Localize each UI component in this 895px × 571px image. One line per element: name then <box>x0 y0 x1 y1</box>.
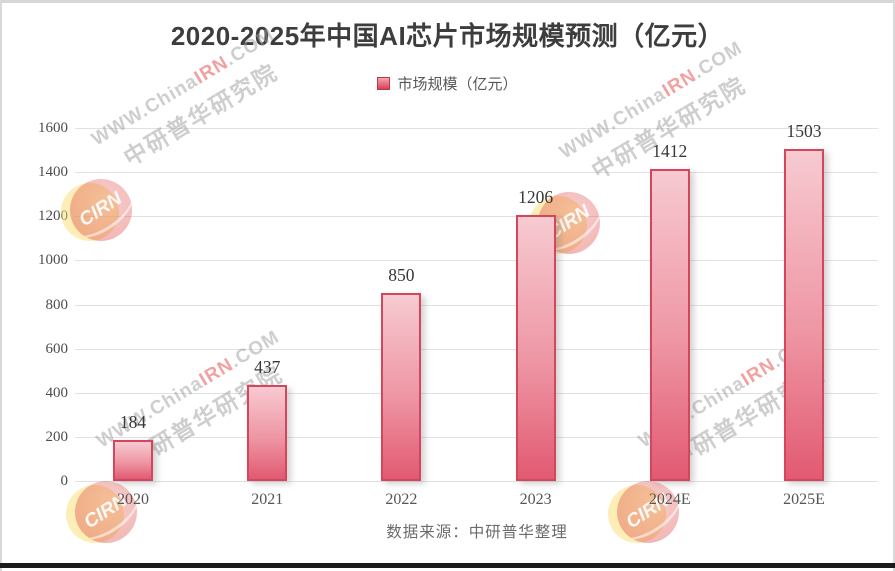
frame-border-top <box>0 0 895 3</box>
watermark-1: CIRN WWW.ChinaIRN.COM 中研普华研究院 <box>61 25 330 249</box>
watermark-caption: WWW.ChinaIRN.COM 中研普华研究院 <box>93 327 302 484</box>
watermark-caption: WWW.ChinaIRN.COM 中研普华研究院 <box>556 38 765 195</box>
y-axis-tick-800: 800 <box>45 296 69 313</box>
watermark-url-part: IRN <box>195 354 238 391</box>
gridline-400 <box>75 392 878 394</box>
y-axis-tick-400: 400 <box>45 384 69 401</box>
watermark-url-part: .COM <box>226 326 284 373</box>
x-axis-label-2024E: 2024E <box>648 491 691 508</box>
gridline-1200 <box>75 216 878 218</box>
watermark-3: CIRN WWW.ChinaIRN.COM 中研普华研究院 <box>529 38 798 262</box>
watermark-url-part: WWW.China <box>93 372 207 453</box>
bar-2021 <box>247 384 288 481</box>
watermark-cn-text: 中研普华研究院 <box>124 360 288 474</box>
chart-title: 2020-2025年中国AI芯片市场规模预测（亿元） <box>170 21 725 51</box>
x-axis-label-2023: 2023 <box>519 491 552 508</box>
y-axis-tick-1600: 1600 <box>38 120 68 136</box>
watermark-url-part: IRN <box>737 354 780 391</box>
watermark-cn-text: 中研普华研究院 <box>666 360 830 474</box>
logo-disc-icon: CIRN <box>70 179 132 241</box>
bottom-accent-bar <box>0 563 895 568</box>
logo-crescent-icon <box>61 183 119 241</box>
y-axis-tick-200: 200 <box>45 428 69 445</box>
y-axis-tick-0: 0 <box>60 473 69 489</box>
x-axis-label-2025E: 2025E <box>783 491 825 508</box>
watermark-url-text: WWW.ChinaIRN.COM <box>635 327 826 454</box>
x-axis-label-2021: 2021 <box>251 491 284 508</box>
bar-2020 <box>113 440 153 481</box>
cirn-logo-icon: CIRN <box>529 192 600 254</box>
bar-2025E <box>784 149 824 481</box>
watermark-url-part: WWW.China <box>556 83 670 164</box>
y-axis-tick-600: 600 <box>45 340 69 357</box>
logo-cirn-text: CIRN <box>543 201 594 245</box>
gridline-0 <box>75 481 878 482</box>
legend-swatch-icon <box>377 77 391 90</box>
legend-label: 市场规模（亿元） <box>397 77 518 93</box>
cirn-logo-icon: CIRN <box>61 179 132 241</box>
logo-cirn-text: CIRN <box>75 188 126 232</box>
value-label-2021: 437 <box>254 356 281 377</box>
logo-crescent-icon <box>529 196 587 254</box>
x-axis-label-2022: 2022 <box>385 491 418 508</box>
bar-2022 <box>381 293 422 481</box>
logo-disc-icon: CIRN <box>538 192 600 254</box>
bar-2023 <box>515 214 556 481</box>
watermark-caption: WWW.ChinaIRN.COM 中研普华研究院 <box>635 327 844 484</box>
y-axis-tick-1200: 1200 <box>38 208 68 225</box>
y-axis-tick-1400: 1400 <box>38 164 68 181</box>
watermark-url-text: WWW.ChinaIRN.COM <box>556 38 747 165</box>
legend: 市场规模（亿元） <box>0 73 895 94</box>
value-label-2025E: 1503 <box>786 121 822 142</box>
gridline-800 <box>75 304 878 306</box>
watermark-url-text: WWW.ChinaIRN.COM <box>93 327 284 454</box>
x-axis-label-2020: 2020 <box>117 491 149 508</box>
gridline-1600 <box>75 128 878 129</box>
watermark-cn-text: 中研普华研究院 <box>119 58 283 172</box>
value-label-2020: 184 <box>119 412 147 433</box>
value-label-2023: 1206 <box>518 186 554 207</box>
gridline-1400 <box>75 172 878 174</box>
value-label-2024E: 1412 <box>652 141 688 162</box>
bar-2024E <box>649 169 690 481</box>
watermark-url-part: .COM <box>768 326 826 373</box>
gridline-1000 <box>75 260 878 262</box>
source-note: 数据来源：中研普华整理 <box>386 524 568 541</box>
value-label-2022: 850 <box>388 265 415 286</box>
frame-border-left <box>0 0 2 571</box>
frame-border-right <box>893 0 895 571</box>
gridline-600 <box>75 348 878 350</box>
watermark-url-part: WWW.China <box>635 372 749 453</box>
gridline-200 <box>75 436 878 438</box>
y-axis-tick-1000: 1000 <box>38 252 68 269</box>
